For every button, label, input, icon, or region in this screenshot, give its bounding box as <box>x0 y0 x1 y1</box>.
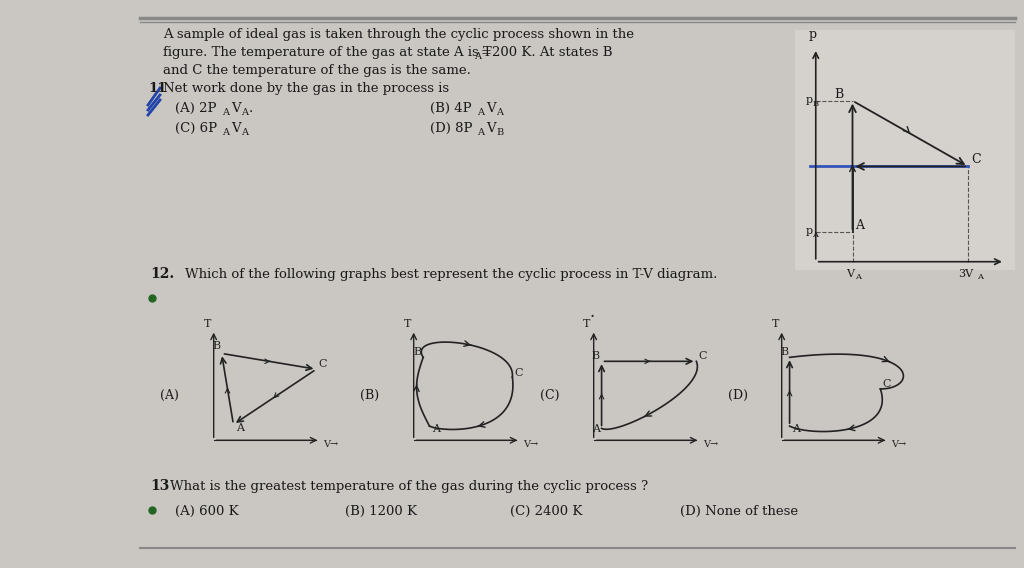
Text: B: B <box>212 341 220 352</box>
FancyBboxPatch shape <box>795 30 1015 270</box>
Text: V: V <box>231 102 241 115</box>
Text: B: B <box>414 347 422 357</box>
Text: A: A <box>236 423 244 433</box>
Text: A: A <box>474 52 481 61</box>
Text: 13: 13 <box>150 479 169 493</box>
Text: .: . <box>249 102 253 115</box>
Text: C: C <box>515 367 523 378</box>
Text: T: T <box>204 319 211 329</box>
Text: (C) 2400 K: (C) 2400 K <box>510 505 583 518</box>
Text: T: T <box>403 319 411 329</box>
Text: V→: V→ <box>523 440 539 449</box>
Text: 11: 11 <box>148 82 167 95</box>
Text: A: A <box>855 219 864 232</box>
Text: C: C <box>883 379 891 389</box>
Text: ·: · <box>590 309 595 326</box>
Text: and C the temperature of the gas is the same.: and C the temperature of the gas is the … <box>163 64 471 77</box>
Text: A: A <box>792 424 800 433</box>
Text: (B): (B) <box>360 389 379 402</box>
Text: V→: V→ <box>703 440 719 449</box>
Text: A: A <box>855 273 861 281</box>
Text: V: V <box>486 122 496 135</box>
Text: A: A <box>241 128 248 137</box>
Text: p: p <box>806 226 813 236</box>
Text: (C): (C) <box>540 389 559 402</box>
Text: p: p <box>809 28 817 41</box>
Text: p: p <box>806 95 813 105</box>
Text: A: A <box>477 128 484 137</box>
Text: (C) 6P: (C) 6P <box>175 122 217 135</box>
Text: A: A <box>592 424 600 435</box>
Text: (D) None of these: (D) None of these <box>680 505 798 518</box>
Text: Which of the following graphs best represent the cyclic process in T-V diagram.: Which of the following graphs best repre… <box>185 268 718 281</box>
Text: 3V: 3V <box>958 269 974 279</box>
Text: 12.: 12. <box>150 267 174 281</box>
Text: B: B <box>835 87 844 101</box>
Text: (B) 4P: (B) 4P <box>430 102 472 115</box>
Text: (D) 8P: (D) 8P <box>430 122 472 135</box>
Text: V: V <box>847 269 854 279</box>
Text: A: A <box>241 108 248 117</box>
Text: A: A <box>496 108 503 117</box>
Text: T: T <box>772 319 779 329</box>
Text: V→: V→ <box>324 440 339 449</box>
Text: What is the greatest temperature of the gas during the cyclic process ?: What is the greatest temperature of the … <box>170 480 648 493</box>
Text: figure. The temperature of the gas at state A is T: figure. The temperature of the gas at st… <box>163 46 492 59</box>
Text: V→: V→ <box>892 440 906 449</box>
Text: A sample of ideal gas is taken through the cyclic process shown in the: A sample of ideal gas is taken through t… <box>163 28 634 41</box>
Text: A: A <box>222 128 229 137</box>
Text: C: C <box>698 351 708 361</box>
Text: =200 K. At states B: =200 K. At states B <box>481 46 612 59</box>
Text: A: A <box>222 108 229 117</box>
Text: V: V <box>231 122 241 135</box>
Text: (D): (D) <box>728 389 748 402</box>
Text: A: A <box>477 108 484 117</box>
Text: A: A <box>812 231 818 239</box>
Text: (A) 2P: (A) 2P <box>175 102 216 115</box>
Text: Net work done by the gas in the process is: Net work done by the gas in the process … <box>163 82 450 95</box>
Text: T: T <box>583 319 590 329</box>
Text: B: B <box>496 128 503 137</box>
Text: C: C <box>971 153 981 166</box>
Text: (A): (A) <box>160 389 179 402</box>
Text: (B) 1200 K: (B) 1200 K <box>345 505 417 518</box>
Text: V: V <box>486 102 496 115</box>
Text: B: B <box>780 347 788 357</box>
Text: B: B <box>812 100 818 108</box>
Text: A: A <box>977 273 983 281</box>
Text: C: C <box>318 359 328 369</box>
Text: B: B <box>591 351 599 361</box>
Text: A: A <box>432 424 440 433</box>
Text: (A) 600 K: (A) 600 K <box>175 505 239 518</box>
